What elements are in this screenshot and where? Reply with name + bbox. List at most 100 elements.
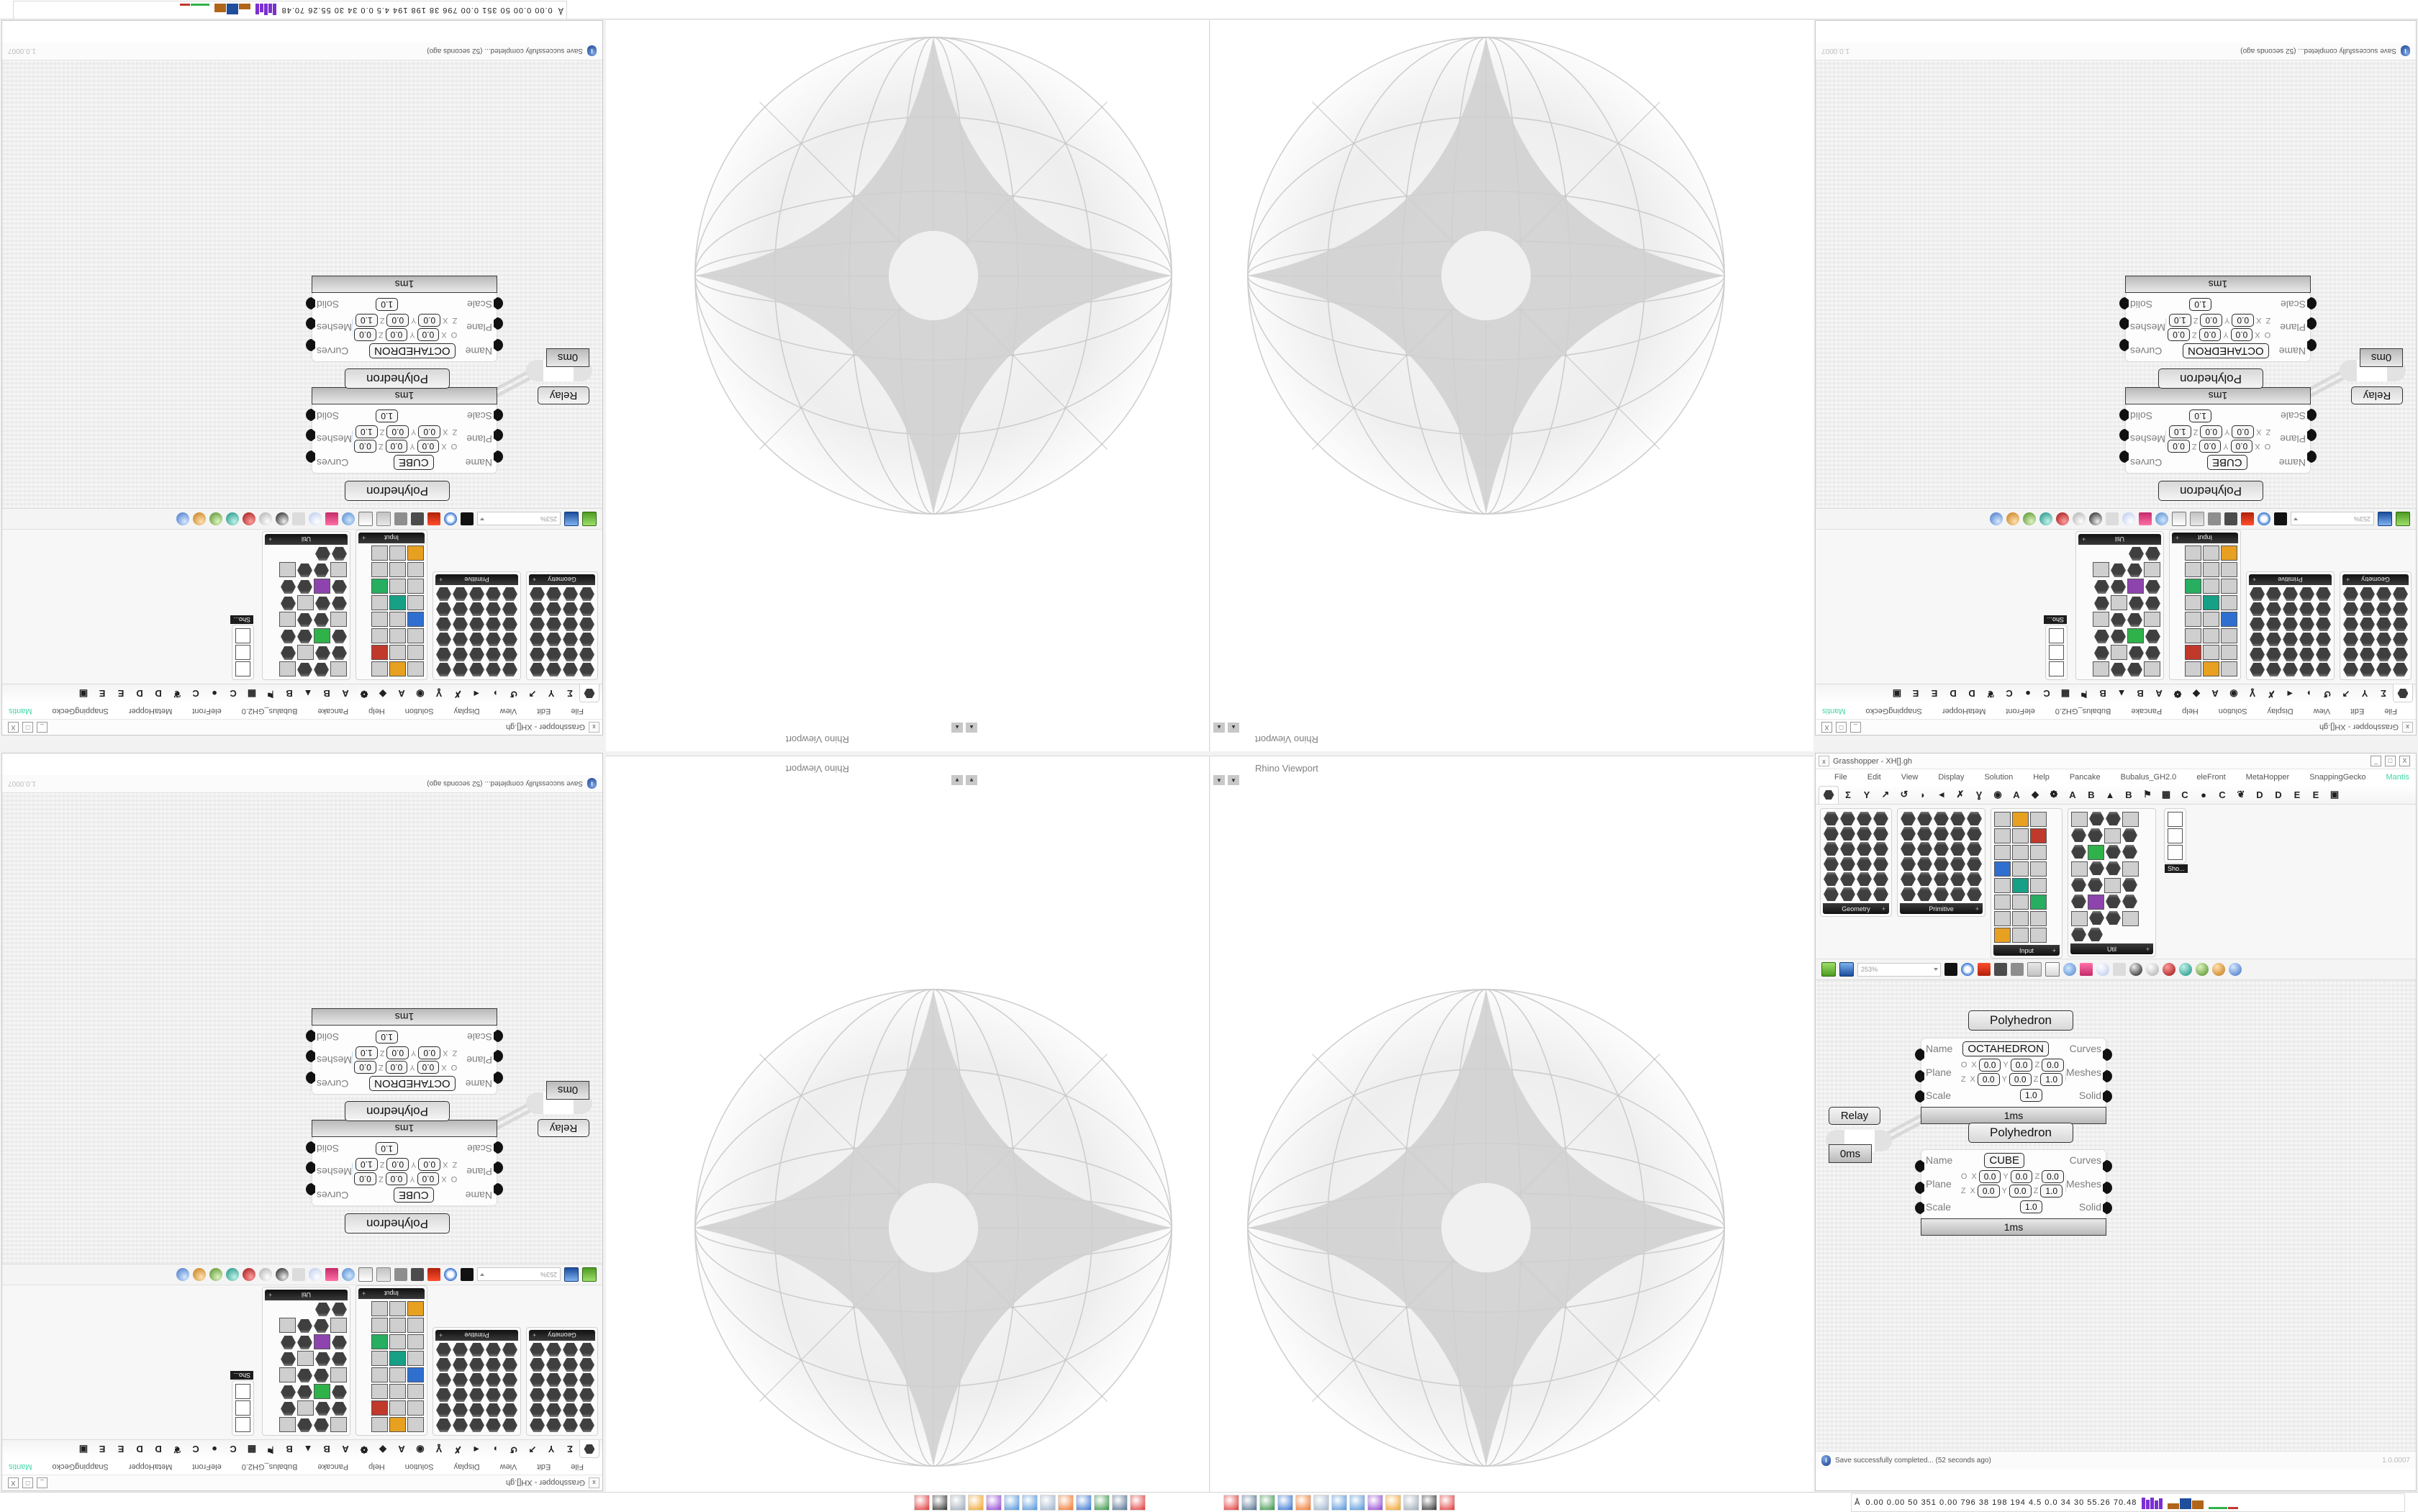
menu-item-help[interactable]: Help [2182, 707, 2199, 715]
component-icon-primitive-18[interactable] [453, 1373, 468, 1387]
component-icon-geometry-9[interactable] [563, 633, 578, 646]
component-icon-input-22[interactable] [389, 546, 406, 561]
plane-origin-z[interactable]: 0.0 [354, 328, 376, 341]
tray-icon-4[interactable] [986, 1495, 1002, 1511]
component-icon-util-11[interactable] [281, 1385, 296, 1399]
window-controls[interactable]: _ □ X [5, 722, 47, 733]
unwire-icon[interactable] [2106, 512, 2119, 525]
plane-zaxis-y[interactable]: 0.0 [386, 1046, 409, 1059]
menu-item-solution[interactable]: Solution [1984, 773, 2014, 782]
mat-orange-icon[interactable] [2212, 963, 2225, 976]
component-icon-primitive-25[interactable] [502, 587, 517, 601]
component-icon-util-1[interactable] [314, 1418, 329, 1432]
menu-item-view[interactable]: View [2313, 707, 2331, 715]
help-box-icon[interactable] [325, 512, 338, 525]
window-controls[interactable]: _ □ X [2371, 756, 2413, 766]
component-icon-input-9[interactable] [407, 612, 424, 627]
component-icon-primitive-28[interactable] [453, 1343, 468, 1357]
plane-origin-x[interactable]: 0.0 [2230, 440, 2253, 453]
output-grip-curves[interactable] [2119, 339, 2129, 351]
component-icon-primitive-26[interactable] [486, 1343, 501, 1357]
component-icon-geometry-22[interactable] [1857, 887, 1872, 901]
gh-canvas-bottom-right[interactable]: Relay 0ms Polyhedron Name OCTAHEDRON Cur… [1816, 980, 2416, 1451]
component-icon-geometry-22[interactable] [2360, 587, 2375, 601]
preview-eye-icon[interactable] [2258, 512, 2270, 525]
component-icon-geometry-23[interactable] [530, 587, 545, 601]
ribbon-panel-floating[interactable]: Sho... [2164, 808, 2188, 873]
component-icon-primitive-3[interactable] [453, 663, 468, 676]
component-icon-util-11[interactable] [2122, 845, 2137, 859]
component-icon-geometry-17[interactable] [1840, 872, 1855, 886]
mat-orange-icon[interactable] [193, 1268, 206, 1281]
component-icon-primitive-13[interactable] [453, 1388, 468, 1402]
ribbon-tab-27[interactable]: ▣ [1892, 689, 1902, 700]
ribbon-tab-9[interactable]: ◉ [2229, 689, 2238, 700]
component-icon-util-0[interactable] [330, 661, 347, 676]
component-node-octahedron[interactable]: Name OCTAHEDRON Curves Plane O X 0.0 Y 0… [1915, 1038, 2112, 1108]
scale-value-field[interactable]: 1.0 [376, 409, 398, 422]
ribbon-tab-14[interactable]: B [2088, 789, 2095, 800]
component-icon-primitive-29[interactable] [436, 1343, 451, 1357]
minimize-icon[interactable]: _ [1850, 722, 1861, 733]
maximize-icon[interactable]: □ [1836, 722, 1847, 733]
component-icon-geometry-2[interactable] [546, 663, 561, 676]
balloon-icon[interactable] [309, 1268, 322, 1281]
component-icon-geometry-12[interactable] [2393, 617, 2408, 631]
component-icon-floating-0[interactable] [2168, 812, 2183, 827]
input-grip-scale[interactable] [494, 297, 503, 309]
component-icon-primitive-6[interactable] [1917, 827, 1932, 841]
input-grip-plane[interactable] [494, 317, 503, 330]
component-icon-input-15[interactable] [407, 1334, 424, 1349]
ribbon-panel-geometry[interactable]: Geometry + [1820, 808, 1892, 917]
ribbon-tab-7[interactable]: ✗ [2267, 689, 2276, 700]
component-icon-primitive-24[interactable] [436, 1358, 451, 1372]
ribbon-tab-24[interactable]: D [1950, 688, 1957, 700]
component-icon-util-29[interactable] [315, 1303, 330, 1316]
component-icon-input-18[interactable] [2221, 562, 2237, 577]
component-icon-util-22[interactable] [2111, 580, 2126, 594]
ribbon-tab-27[interactable]: ▣ [78, 689, 89, 700]
component-icon-primitive-5[interactable] [1901, 827, 1916, 841]
component-icon-geometry-2[interactable] [1857, 812, 1872, 825]
component-icon-floating-2[interactable] [235, 1384, 250, 1399]
mat-blue-icon[interactable] [1990, 512, 2003, 525]
tray-icon-0[interactable] [1223, 1495, 1239, 1511]
gha-loader-icon[interactable] [376, 1267, 391, 1282]
viewport-split-icon[interactable]: ▼ [1213, 775, 1225, 785]
component-icon-primitive-5[interactable] [2316, 648, 2331, 661]
component-icon-input-4[interactable] [2012, 828, 2029, 843]
component-icon-util-25[interactable] [2127, 563, 2142, 577]
component-icon-util-1[interactable] [2127, 663, 2142, 676]
gh-canvas-bottom-left[interactable]: Relay 0ms Polyhedron Name CUBE Curves Pl… [2, 793, 602, 1264]
component-icon-util-2[interactable] [297, 1418, 312, 1432]
component-icon-util-23[interactable] [2122, 895, 2137, 908]
shade-red-icon[interactable] [2056, 512, 2069, 525]
tray-icon-7[interactable] [1349, 1495, 1365, 1511]
ribbon-panel-input[interactable]: Input + [2169, 530, 2241, 680]
component-icon-input-7[interactable] [389, 628, 406, 643]
ribbon-tab-7[interactable]: ✗ [453, 689, 462, 700]
input-grip-plane[interactable] [494, 1162, 503, 1174]
close-icon[interactable]: x [1819, 756, 1829, 766]
component-icon-primitive-27[interactable] [469, 587, 484, 601]
ribbon-tab-5[interactable]: ◗ [2306, 688, 2311, 700]
tray-icon-9[interactable] [1076, 1495, 1092, 1511]
component-icon-geometry-10[interactable] [546, 633, 561, 646]
ribbon-panel-input[interactable]: Input + [356, 1285, 427, 1436]
menu-item-mantis[interactable]: Mantis [9, 1462, 32, 1471]
component-icon-input-19[interactable] [389, 1318, 406, 1333]
component-icon-primitive-28[interactable] [2266, 587, 2281, 601]
component-icon-primitive-13[interactable] [453, 633, 468, 646]
plane-zaxis-x[interactable]: 0.0 [2232, 425, 2255, 438]
component-icon-primitive-11[interactable] [2299, 633, 2314, 646]
component-icon-primitive-19[interactable] [1967, 857, 1982, 871]
component-icon-util-22[interactable] [297, 580, 312, 594]
gh-canvas-top-right[interactable]: Relay 0ms Polyhedron Name CUBE Curves Pl… [1816, 60, 2416, 508]
plane-origin-x[interactable]: 0.0 [2230, 328, 2253, 341]
ribbon-tab-26[interactable]: E [99, 688, 106, 700]
gh-ribbon-tabs[interactable]: Σ Y ↗ ↺ ◗ ◂ ✗ Ɣ ◉ A ◆ ❁ A B ▲ B ⚑ ▦ C ● C ❦ D D E E ▣ [2, 1439, 602, 1459]
component-icon-util-3[interactable] [2122, 812, 2139, 827]
tray-icon-3[interactable] [968, 1495, 984, 1511]
ribbon-tab-3[interactable]: ↗ [528, 689, 537, 700]
ribbon-tab-20[interactable]: ● [212, 688, 217, 700]
